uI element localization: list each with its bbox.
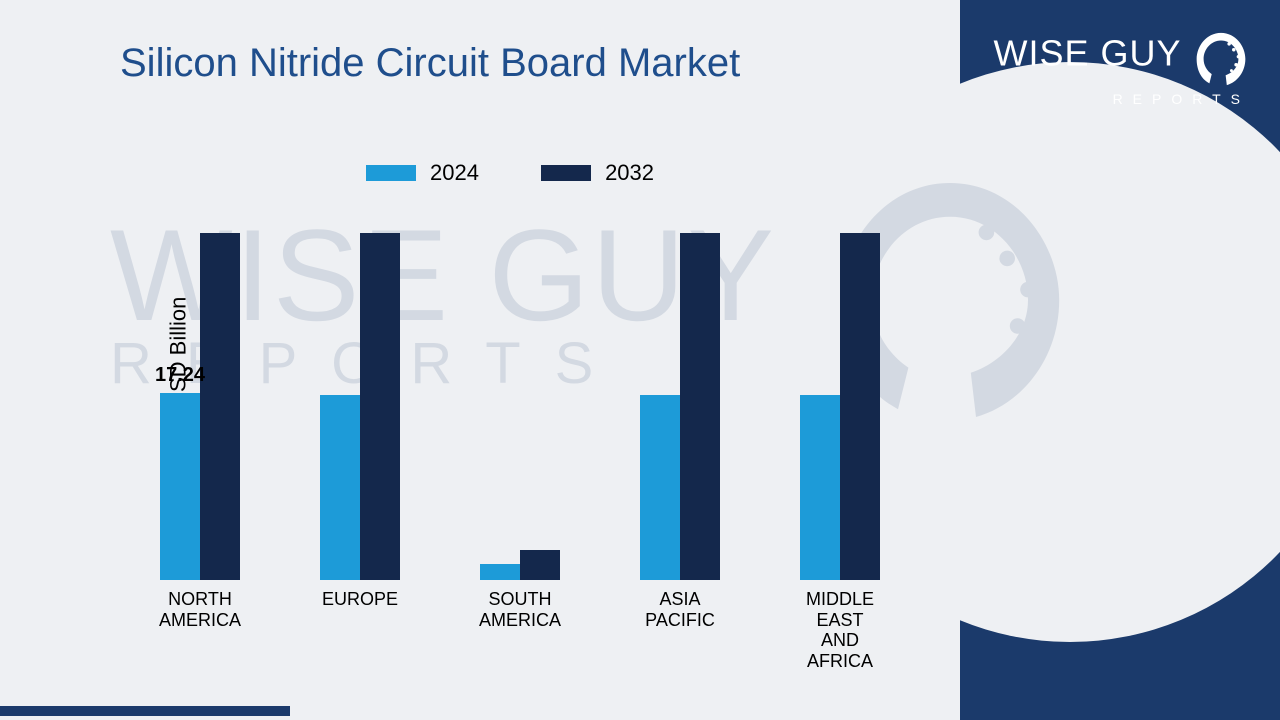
bar-2032	[360, 233, 400, 580]
x-axis-label: SOUTHAMERICA	[455, 589, 585, 630]
brand-head-icon	[1192, 30, 1250, 93]
x-axis-label: ASIAPACIFIC	[615, 589, 745, 630]
brand-logo: WISE GUY REPORTS	[994, 30, 1250, 107]
bar-chart: Market Size in USD Billion 2024 2032 17.…	[60, 160, 960, 690]
bar-2024	[480, 564, 520, 580]
brand-main: WISE GUY	[994, 33, 1182, 74]
bar-2024	[640, 395, 680, 580]
legend-item-2032: 2032	[541, 160, 654, 186]
brand-sub: REPORTS	[994, 91, 1250, 107]
bar-2032	[520, 550, 560, 580]
x-axis-labels: NORTHAMERICA EUROPE SOUTHAMERICA ASIAPACIFI…	[130, 585, 960, 690]
bar-2024	[800, 395, 840, 580]
page: WISE GUY REPORTS Silicon Nitride Circuit…	[0, 0, 1280, 720]
legend-swatch-2032	[541, 165, 591, 181]
legend-label-2032: 2032	[605, 160, 654, 186]
legend-swatch-2024	[366, 165, 416, 181]
legend-item-2024: 2024	[366, 160, 479, 186]
bar-value-label: 17.24	[140, 364, 220, 387]
bar-2024	[160, 393, 200, 580]
bar-2024	[320, 395, 360, 580]
x-axis-label: NORTHAMERICA	[135, 589, 265, 630]
legend-label-2024: 2024	[430, 160, 479, 186]
decorative-bottom-bar	[0, 706, 290, 716]
bar-2032	[200, 233, 240, 580]
chart-legend: 2024 2032	[60, 160, 960, 187]
page-title: Silicon Nitride Circuit Board Market	[120, 40, 820, 86]
bar-2032	[840, 233, 880, 580]
x-axis-label: EUROPE	[295, 589, 425, 610]
x-axis-label: MIDDLEEASTANDAFRICA	[775, 589, 905, 672]
plot-area: 17.24	[130, 200, 960, 580]
bar-2032	[680, 233, 720, 580]
